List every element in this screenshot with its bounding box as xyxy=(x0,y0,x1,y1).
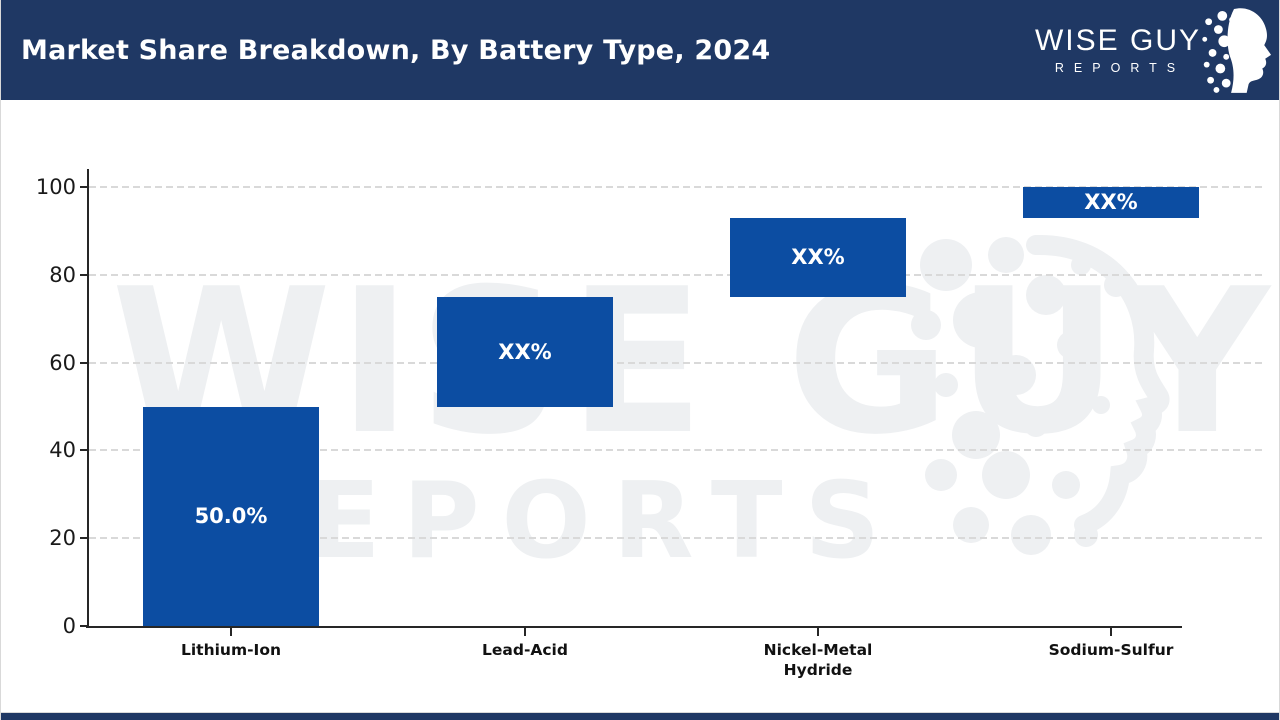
y-tick-label-20: 20 xyxy=(49,526,76,551)
bar-value-label: XX% xyxy=(498,339,552,364)
x-tick-lithium-ion xyxy=(230,628,232,636)
gridline-100 xyxy=(89,186,1264,188)
y-tick-60 xyxy=(80,361,88,364)
gridline-40 xyxy=(89,449,1264,452)
logo-subtitle: REPORTS xyxy=(1054,61,1186,75)
y-tick-label-80: 80 xyxy=(49,262,76,287)
header-bar: Market Share Breakdown, By Battery Type,… xyxy=(1,0,1279,100)
category-label-lithium-ion: Lithium-Ion xyxy=(180,641,282,659)
x-tick-nickel-metal-hydride xyxy=(817,628,819,636)
watermark-face-icon xyxy=(908,234,1170,555)
y-tick-label-40: 40 xyxy=(49,438,76,463)
category-label-lead-acid: Lead-Acid xyxy=(482,641,568,659)
bar-value-label: XX% xyxy=(791,245,845,270)
gridline-80 xyxy=(89,273,1264,276)
chart-title: Market Share Breakdown, By Battery Type,… xyxy=(21,34,771,66)
bottom-hairline xyxy=(1,712,1279,713)
chart-area: WISE GUY REPORTS 0 20 40 60 80 100 50.0% XX% XX%… xyxy=(1,100,1279,713)
y-tick-20 xyxy=(80,537,88,540)
category-label-nickel-metal-hydride: Nickel-Metal Hydride xyxy=(763,641,873,679)
bar-lithium-ion: 50.0% xyxy=(143,406,319,626)
bar-value-label: XX% xyxy=(1084,190,1138,215)
x-tick-sodium-sulfur xyxy=(1110,628,1112,636)
bar-value-label: 50.0% xyxy=(194,504,268,529)
y-tick-label-0: 0 xyxy=(62,614,76,638)
wiseguy-logo: WISE GUY REPORTS xyxy=(1035,6,1273,94)
bar-nickel-metal-hydride: XX% xyxy=(730,217,906,297)
y-tick-40 xyxy=(80,449,88,452)
y-tick-label-100: 100 xyxy=(35,175,76,199)
bar-lead-acid: XX% xyxy=(437,296,613,407)
category-label-sodium-sulfur: Sodium-Sulfur xyxy=(1048,641,1174,659)
y-tick-0 xyxy=(80,625,88,627)
face-logo-icon xyxy=(1202,8,1272,93)
logo-wordmark-block: WISE GUY REPORTS xyxy=(1035,24,1201,76)
logo-wordmark: WISE GUY xyxy=(1034,24,1201,57)
footer-bar xyxy=(1,713,1279,720)
gridline-20 xyxy=(89,537,1264,540)
bar-sodium-sulfur: XX% xyxy=(1023,187,1199,218)
x-tick-lead-acid xyxy=(524,628,526,636)
y-tick-80 xyxy=(80,273,88,276)
y-axis-line xyxy=(87,169,89,628)
gridline-60 xyxy=(89,361,1264,364)
y-tick-100 xyxy=(80,186,88,188)
y-tick-label-60: 60 xyxy=(49,350,76,375)
x-axis-line xyxy=(86,626,1182,628)
